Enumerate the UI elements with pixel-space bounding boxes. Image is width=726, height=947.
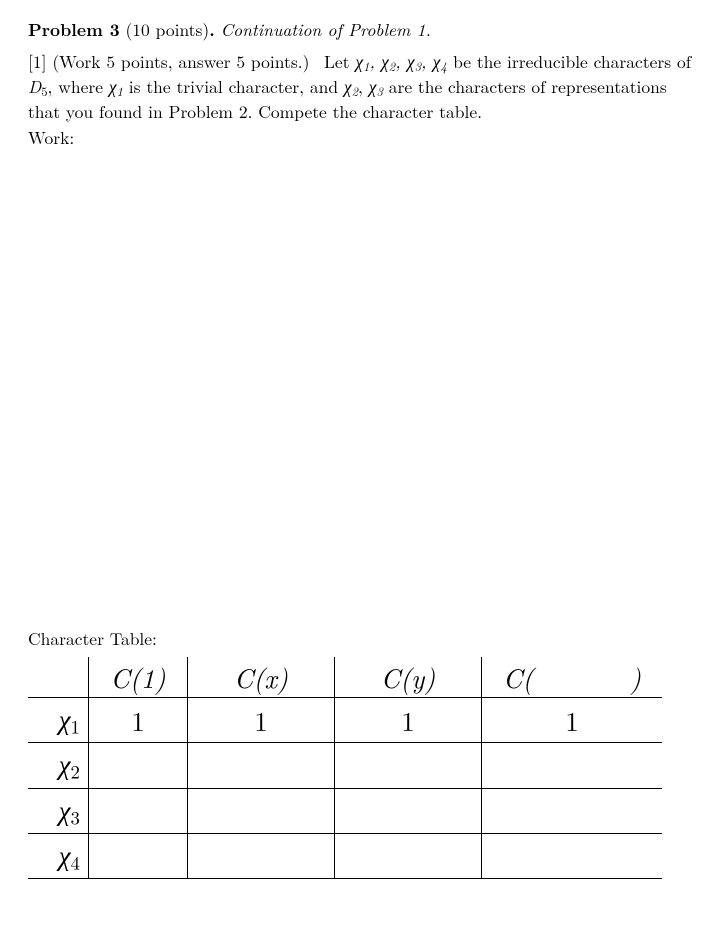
- problem-points: (10 points): [125, 17, 209, 42]
- work-space: [28, 151, 698, 627]
- part-points: (Work 5 points, answer 5 points.): [52, 49, 309, 74]
- table-row: χ4: [28, 833, 662, 878]
- cell: [482, 833, 663, 878]
- chi1: χ1: [109, 74, 123, 99]
- row-chi2: χ2: [59, 744, 80, 782]
- table-row: χ2: [28, 743, 662, 788]
- table-corner: [28, 657, 89, 698]
- chi3: χ3: [369, 74, 383, 99]
- cell-chi1-C1: 1: [89, 698, 188, 743]
- col-Cy: C(y): [335, 657, 482, 698]
- trivial-text: is the trivial character, and: [129, 74, 338, 99]
- cell: [89, 743, 188, 788]
- table-row: χ3: [28, 788, 662, 833]
- cell: [335, 743, 482, 788]
- cell: [335, 788, 482, 833]
- cell-chi1-Cx: 1: [188, 698, 335, 743]
- chi2: χ2: [344, 74, 358, 99]
- cell: [482, 743, 663, 788]
- col-C1: C(1): [89, 657, 188, 698]
- problem-header: Problem 3 (10 points). Continuation of P…: [28, 18, 698, 42]
- cell: [188, 833, 335, 878]
- part-paragraph: [1] (Work 5 points, answer 5 points.) Le…: [28, 50, 698, 124]
- table-row: χ1 1 1 1 1: [28, 698, 662, 743]
- table-title: Character Table:: [28, 627, 698, 651]
- cell: [188, 743, 335, 788]
- cell: [89, 833, 188, 878]
- group-name: D5: [28, 74, 48, 99]
- part-number: [1]: [28, 49, 46, 74]
- row-chi4: χ4: [59, 835, 80, 873]
- table-header-row: C(1) C(x) C(y) C( ): [28, 657, 662, 698]
- problem-continuation: Continuation of Problem 1.: [221, 17, 431, 42]
- character-table: C(1) C(x) C(y) C( ) χ1 1 1 1 1 χ2 χ3 χ4: [28, 657, 698, 879]
- chi-list: χ1, χ2, χ3, χ4: [355, 49, 453, 74]
- cell: [89, 788, 188, 833]
- cell: [482, 788, 663, 833]
- cell: [188, 788, 335, 833]
- where-text: , where: [48, 74, 103, 99]
- cell-chi1-Cblank: 1: [482, 698, 663, 743]
- let-word: Let: [324, 49, 350, 74]
- problem-label: Problem 3: [28, 17, 120, 42]
- row-chi3: χ3: [59, 790, 80, 828]
- cell: [335, 833, 482, 878]
- row-chi1: χ1: [59, 699, 80, 737]
- work-label: Work:: [28, 126, 698, 150]
- be-text: be the irreducible characters of: [453, 49, 691, 74]
- cell-chi1-Cy: 1: [335, 698, 482, 743]
- col-Cx: C(x): [188, 657, 335, 698]
- col-Cblank: C( ): [482, 657, 663, 698]
